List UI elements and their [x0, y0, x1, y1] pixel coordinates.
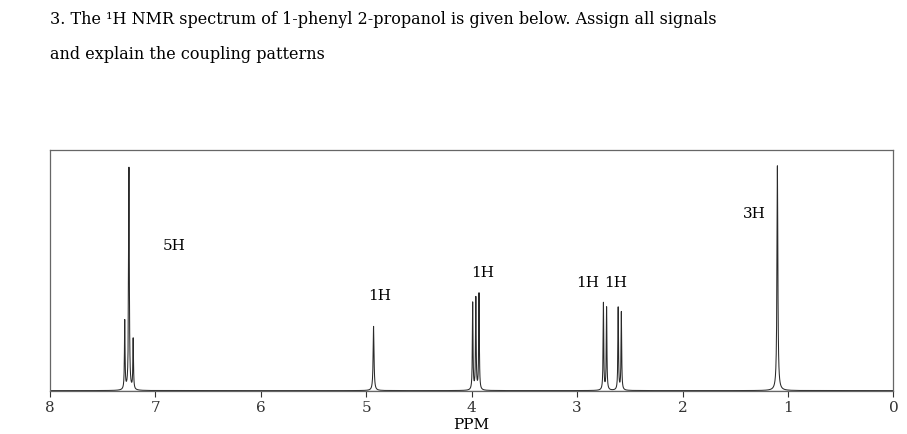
Text: 1H: 1H: [605, 276, 628, 289]
Text: 3H: 3H: [743, 207, 766, 221]
Text: 1H: 1H: [576, 276, 600, 289]
Text: 1H: 1H: [471, 266, 493, 280]
X-axis label: PPM: PPM: [454, 418, 490, 432]
Text: 3. The ¹H NMR spectrum of 1-phenyl 2-propanol is given below. Assign all signals: 3. The ¹H NMR spectrum of 1-phenyl 2-pro…: [50, 11, 717, 28]
Text: and explain the coupling patterns: and explain the coupling patterns: [50, 46, 325, 62]
Text: 1H: 1H: [368, 289, 392, 303]
Text: 5H: 5H: [163, 239, 186, 253]
